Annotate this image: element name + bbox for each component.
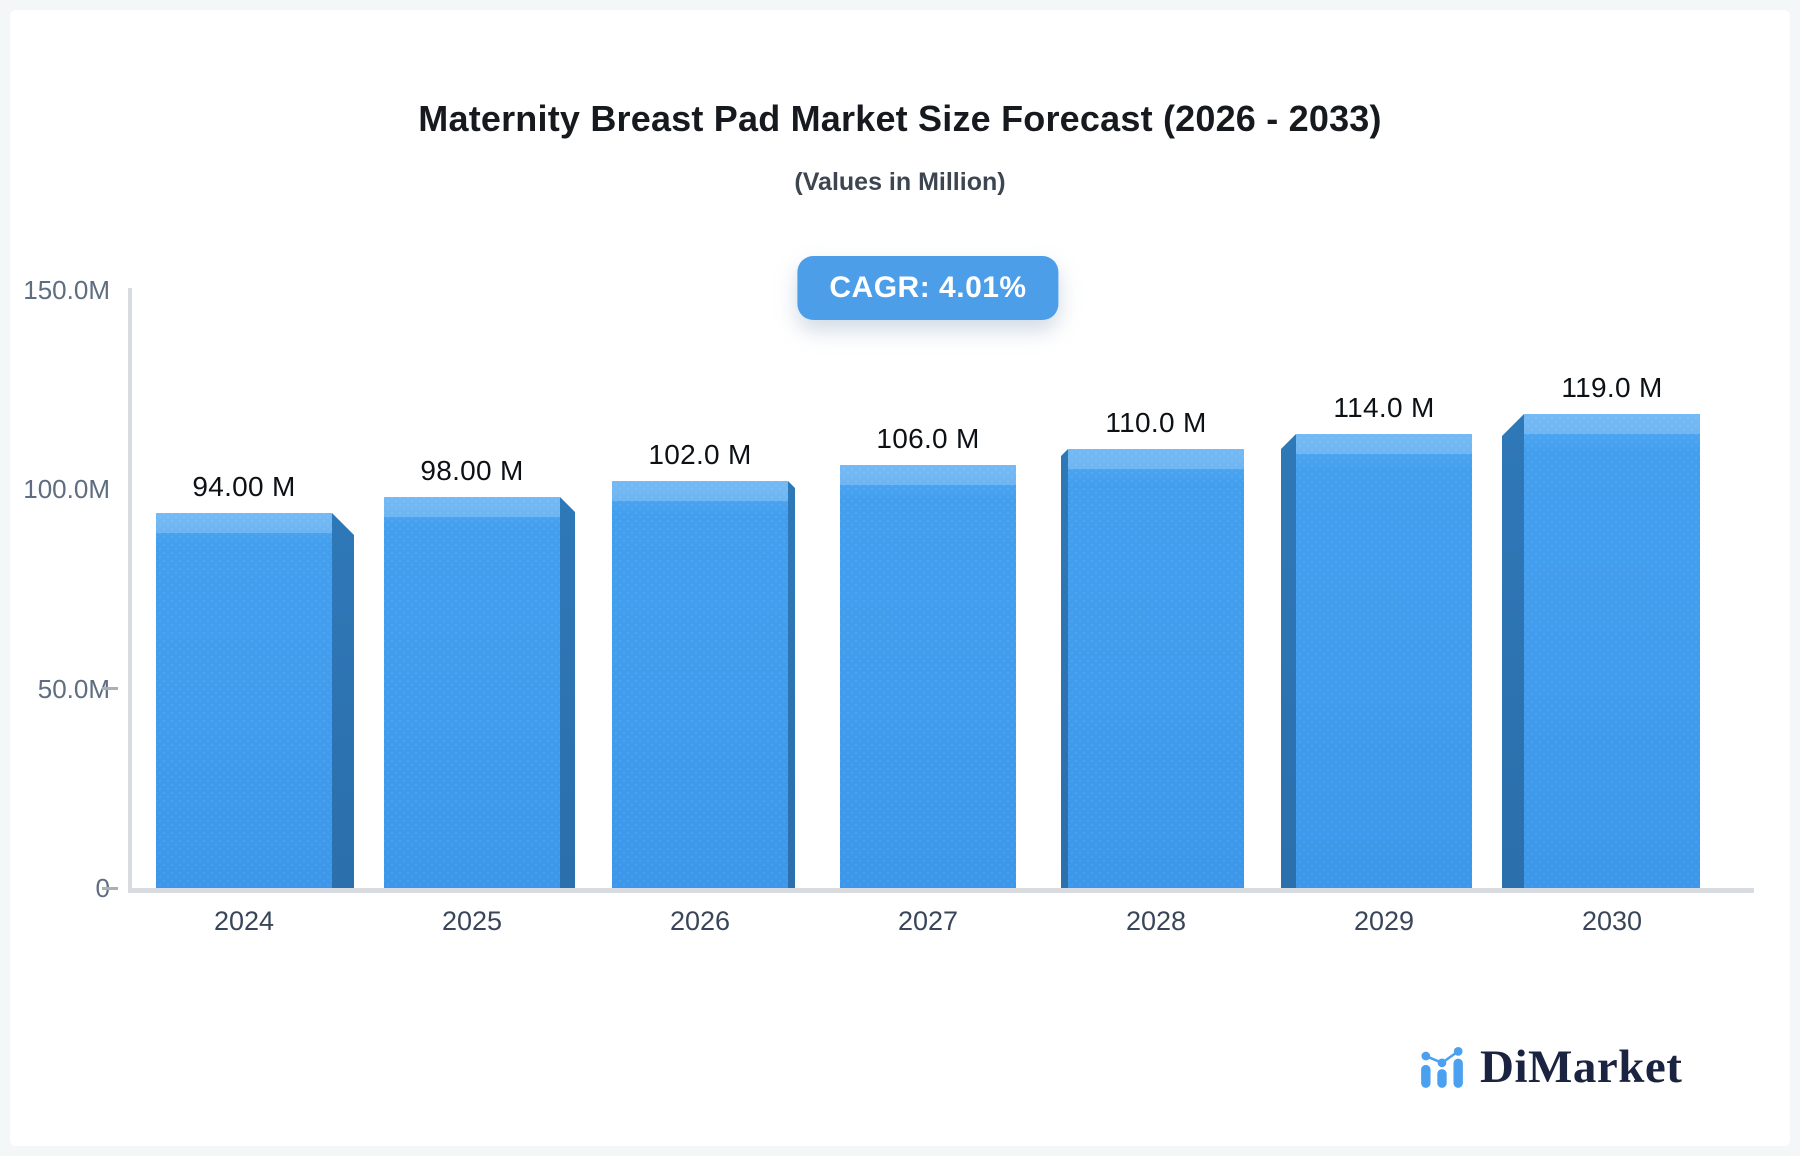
y-tick-label: 100.0M <box>23 474 110 505</box>
bar-value-label: 102.0 M <box>648 439 752 470</box>
y-tick-label: 0 <box>0 872 110 904</box>
bar-slot: 119.0 M 2030 <box>1498 290 1726 936</box>
bar <box>384 497 560 888</box>
chart-title: Maternity Breast Pad Market Size Forecas… <box>418 98 1382 139</box>
bar-side-face <box>560 497 575 888</box>
bar-side-face <box>332 513 354 888</box>
cagr-badge: CAGR: 4.01% <box>797 256 1059 320</box>
bar <box>1524 414 1700 888</box>
x-tick-label: 2027 <box>897 906 959 936</box>
chart-subtitle: (Values in Million) <box>794 168 1006 196</box>
x-tick-label: 2025 <box>441 906 503 936</box>
bar-side-face <box>1281 434 1296 888</box>
x-axis-baseline <box>128 888 1754 893</box>
x-tick-label: 2030 <box>1581 906 1643 936</box>
x-tick-label: 2024 <box>213 906 275 936</box>
bar-top-highlight <box>1524 414 1700 434</box>
brand-name: DiMarket <box>1480 1041 1683 1093</box>
y-tick-mark <box>102 886 118 890</box>
x-tick-label: 2029 <box>1353 906 1415 936</box>
bar-value-label: 114.0 M <box>1333 392 1435 423</box>
bar-texture <box>1296 434 1472 888</box>
bar-texture <box>1524 414 1700 888</box>
bar-side-face <box>788 481 795 888</box>
brand-logo: DiMarket <box>1418 1040 1682 1094</box>
bar-chart-logo-icon <box>1421 1046 1463 1088</box>
bar-texture <box>384 497 560 888</box>
x-tick-label: 2026 <box>669 906 731 936</box>
bar-slot: 110.0 M 2028 <box>1042 290 1270 936</box>
bar-top-highlight <box>1068 449 1244 469</box>
bar-slot: 94.00 M 2024 <box>130 290 358 936</box>
y-tick-label: 150.0M <box>23 275 110 305</box>
bar-slot: 114.0 M 2029 <box>1270 290 1498 936</box>
bar-value-label: 106.0 M <box>876 423 980 454</box>
y-axis-line <box>128 288 132 892</box>
x-tick-label: 2028 <box>1125 906 1187 936</box>
bar-texture <box>156 513 332 888</box>
bar-texture <box>840 465 1016 888</box>
bar-value-label: 94.00 M <box>192 471 296 502</box>
bar <box>840 465 1016 888</box>
bar-top-highlight <box>384 497 560 517</box>
bar-side-face <box>1502 414 1524 888</box>
bar-slot: 98.00 M 2025 <box>358 290 586 936</box>
bar-slot: 106.0 M 2027 <box>814 290 1042 936</box>
bar-top-highlight <box>840 465 1016 485</box>
bar <box>156 513 332 888</box>
bar-texture <box>612 481 788 888</box>
bar-side-face <box>1061 449 1068 888</box>
plot-area: 94.00 M 2024 98.00 M 2025 102.0 M 2026 106.0 M… <box>130 290 1726 936</box>
bar-value-label: 110.0 M <box>1105 407 1207 438</box>
bar <box>612 481 788 888</box>
bar-top-highlight <box>612 481 788 501</box>
y-tick-label: 50.0M <box>37 673 110 704</box>
bar-top-highlight <box>156 513 332 533</box>
bar <box>1296 434 1472 888</box>
bar-texture <box>1068 449 1244 888</box>
bar-value-label: 119.0 M <box>1561 372 1663 403</box>
bar <box>1068 449 1244 888</box>
bar-top-highlight <box>1296 434 1472 454</box>
bar-value-label: 98.00 M <box>420 455 524 486</box>
y-tick-mark <box>102 687 118 691</box>
bar-slot: 102.0 M 2026 <box>586 290 814 936</box>
